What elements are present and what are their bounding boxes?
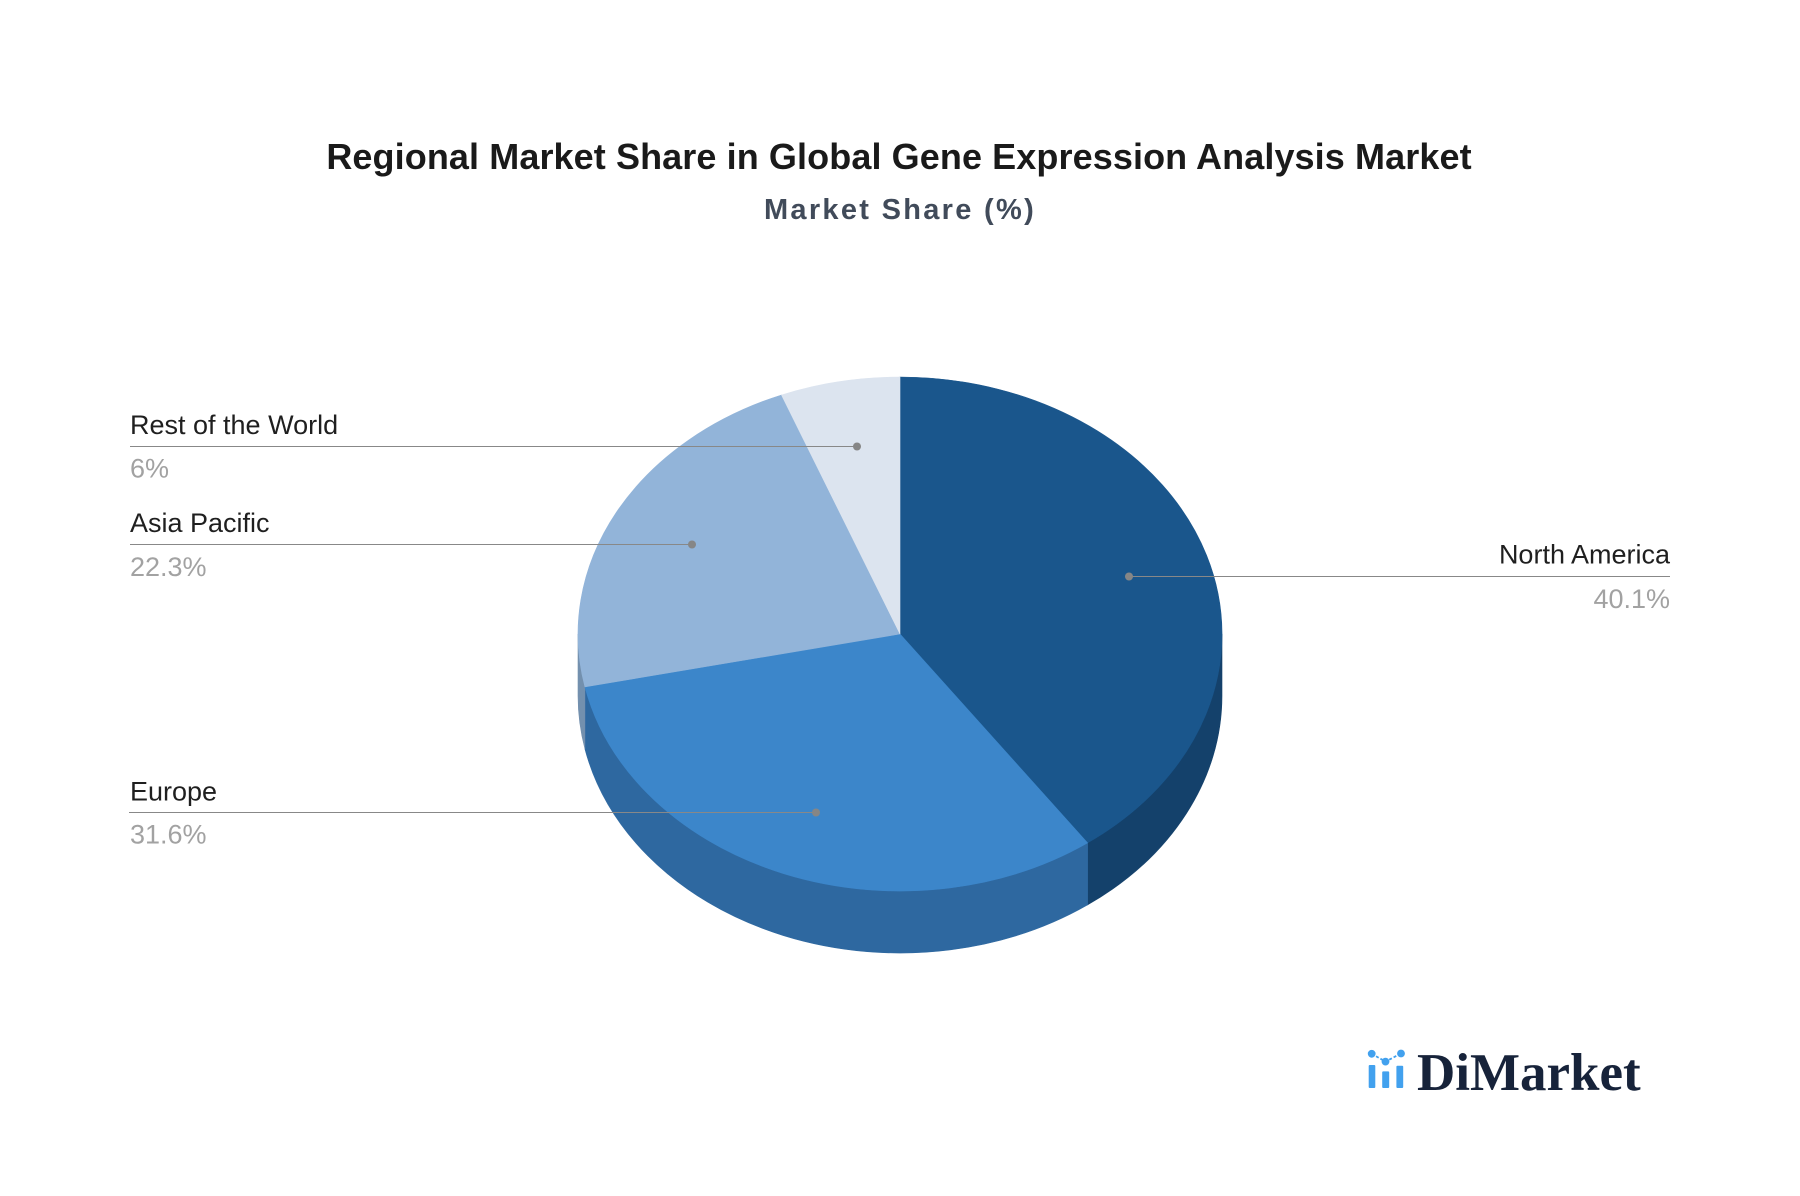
svg-text:Rest of the World: Rest of the World [130,410,338,440]
svg-text:DiMarket: DiMarket [1417,1044,1641,1102]
svg-text:Regional Market Share in Globa: Regional Market Share in Global Gene Exp… [326,136,1471,177]
svg-text:40.1%: 40.1% [1593,584,1670,614]
svg-text:Europe: Europe [130,777,217,807]
svg-text:Market Share (%): Market Share (%) [764,194,1036,226]
svg-text:31.6%: 31.6% [130,820,207,850]
svg-text:North America: North America [1499,540,1671,570]
svg-text:22.3%: 22.3% [130,552,207,582]
svg-text:Asia Pacific: Asia Pacific [130,508,270,538]
svg-text:6%: 6% [130,454,169,484]
